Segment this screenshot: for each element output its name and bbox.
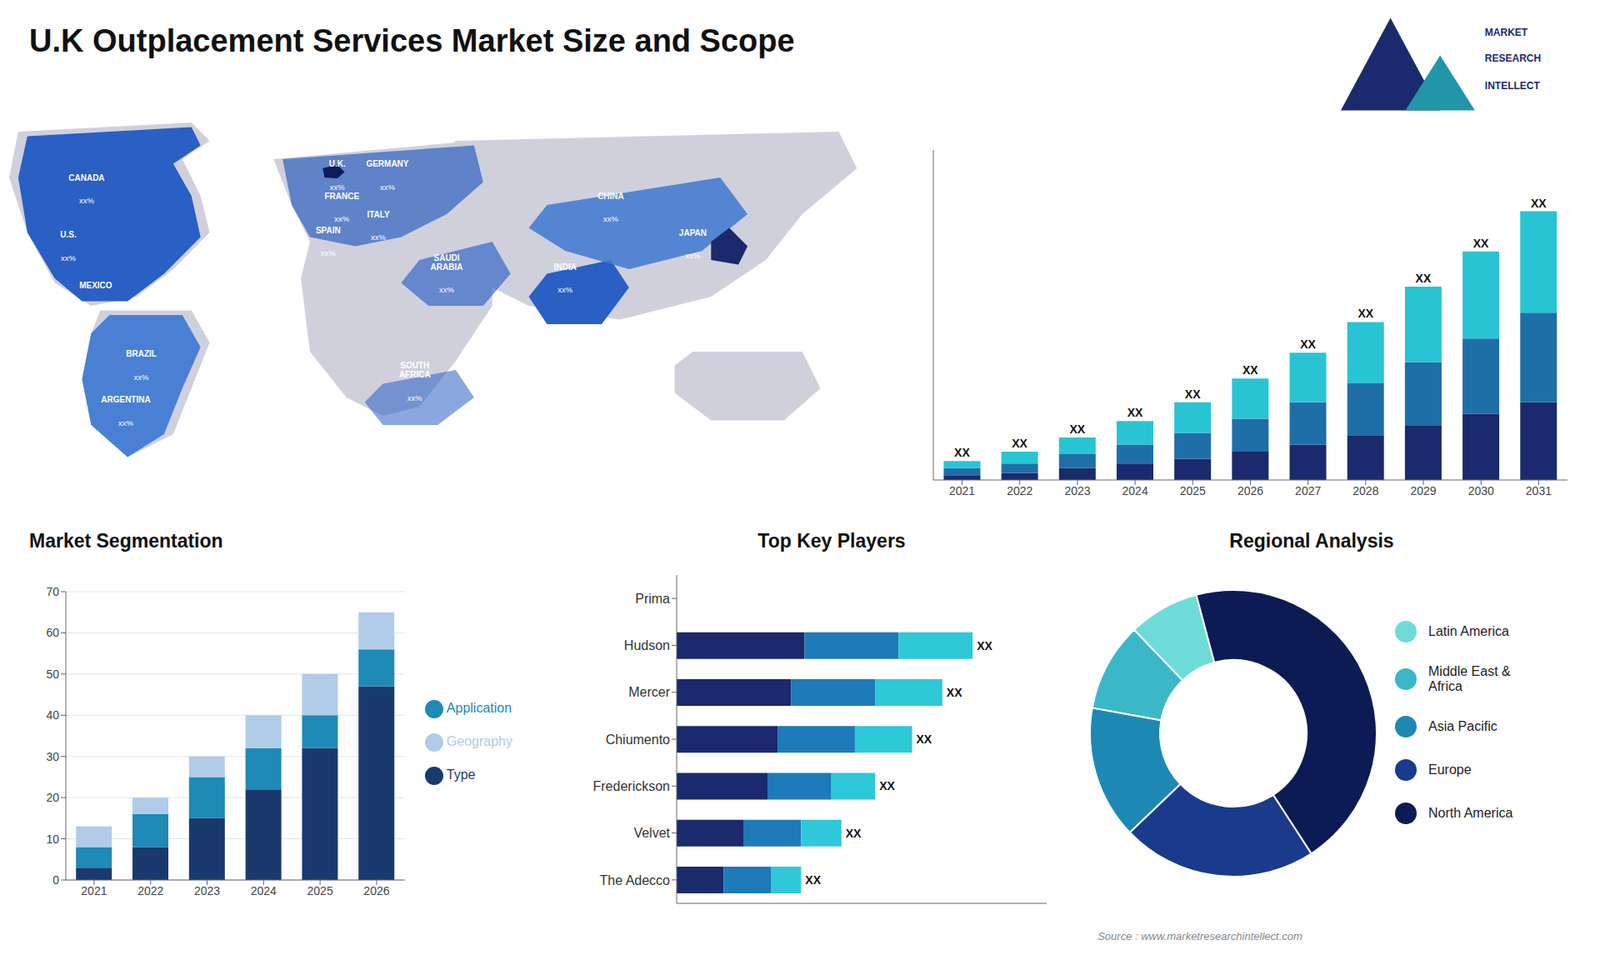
html-text:Asia Pacific: Asia Pacific xyxy=(1428,719,1498,734)
svg-text:ARABIA: ARABIA xyxy=(430,262,464,272)
svg-text:2021: 2021 xyxy=(80,884,107,898)
svg-text:0: 0 xyxy=(52,873,60,887)
svg-text:CHINA: CHINA xyxy=(597,191,625,201)
html-text:Latin America: Latin America xyxy=(1428,624,1510,639)
svg-text:XX: XX xyxy=(1127,405,1144,420)
svg-text:2021: 2021 xyxy=(949,484,975,498)
html-text:Geography: Geography xyxy=(446,734,513,749)
svg-text:2022: 2022 xyxy=(137,884,164,898)
html-text:Top Key Players: Top Key Players xyxy=(757,530,906,552)
svg-text:XX: XX xyxy=(1185,387,1201,401)
svg-text:INTELLECT: INTELLECT xyxy=(1485,80,1541,92)
svg-text:xx%: xx% xyxy=(134,372,150,382)
svg-text:XX: XX xyxy=(976,639,993,653)
svg-text:The Adecco: The Adecco xyxy=(600,873,671,888)
svg-text:xx%: xx% xyxy=(370,232,387,242)
svg-text:SOUTH: SOUTH xyxy=(400,360,430,370)
svg-text:2023: 2023 xyxy=(194,884,220,898)
svg-text:xx%: xx% xyxy=(439,285,455,295)
html-text:Market Segmentation: Market Segmentation xyxy=(29,530,223,552)
svg-text:xx%: xx% xyxy=(330,182,346,192)
html-text:U.K Outplacement Services Mark: U.K Outplacement Services Market Size an… xyxy=(29,23,795,59)
svg-text:BRAZIL: BRAZIL xyxy=(125,349,157,359)
html-text:Type: Type xyxy=(446,767,476,782)
svg-text:2022: 2022 xyxy=(1006,484,1033,498)
svg-text:XX: XX xyxy=(879,779,895,793)
svg-text:2030: 2030 xyxy=(1468,484,1495,498)
svg-text:ARGENTINA: ARGENTINA xyxy=(100,395,150,405)
svg-text:CANADA: CANADA xyxy=(68,173,105,183)
svg-text:Prima: Prima xyxy=(635,591,670,606)
svg-text:GERMANY: GERMANY xyxy=(365,159,409,169)
svg-text:2024: 2024 xyxy=(1122,484,1149,498)
svg-text:40: 40 xyxy=(45,708,60,722)
svg-text:2031: 2031 xyxy=(1525,484,1552,498)
html-text:Application: Application xyxy=(446,700,512,715)
svg-text:2023: 2023 xyxy=(1064,484,1090,498)
svg-text:U.S.: U.S. xyxy=(60,230,77,240)
html-text:Regional Analysis: Regional Analysis xyxy=(1229,530,1394,552)
svg-text:xx%: xx% xyxy=(407,393,424,403)
svg-text:xx%: xx% xyxy=(320,248,337,258)
svg-text:XX: XX xyxy=(1011,436,1028,450)
svg-text:2028: 2028 xyxy=(1352,484,1379,498)
svg-text:XX: XX xyxy=(1473,236,1490,250)
svg-text:XX: XX xyxy=(1357,306,1374,320)
svg-text:U.K.: U.K. xyxy=(329,159,346,169)
svg-text:60: 60 xyxy=(45,625,60,640)
html-text:Europe: Europe xyxy=(1428,762,1472,777)
svg-text:xx%: xx% xyxy=(118,418,135,428)
svg-text:2024: 2024 xyxy=(250,884,277,898)
svg-text:Frederickson: Frederickson xyxy=(593,779,670,794)
svg-text:Chiumento: Chiumento xyxy=(605,732,670,747)
svg-text:xx%: xx% xyxy=(334,214,350,224)
svg-text:70: 70 xyxy=(45,585,60,599)
svg-text:XX: XX xyxy=(1415,271,1432,285)
svg-text:xx%: xx% xyxy=(603,214,620,224)
svg-text:30: 30 xyxy=(45,750,60,764)
svg-text:xx%: xx% xyxy=(685,250,701,260)
svg-text:XX: XX xyxy=(1300,337,1316,351)
svg-text:XX: XX xyxy=(805,873,821,887)
svg-text:2025: 2025 xyxy=(307,884,334,898)
svg-text:2029: 2029 xyxy=(1410,484,1436,498)
svg-text:xx%: xx% xyxy=(88,303,105,313)
svg-text:xx%: xx% xyxy=(380,182,396,192)
svg-text:ITALY: ITALY xyxy=(366,210,390,220)
svg-text:xx%: xx% xyxy=(60,253,77,263)
svg-text:xx%: xx% xyxy=(79,195,95,205)
svg-text:XX: XX xyxy=(954,445,970,460)
svg-text:XX: XX xyxy=(1530,196,1547,210)
svg-text:XX: XX xyxy=(946,685,963,700)
html-text:Middle East & Africa: Middle East & Africa xyxy=(1428,664,1511,694)
svg-text:20: 20 xyxy=(45,790,60,805)
svg-text:MEXICO: MEXICO xyxy=(79,280,113,290)
svg-text:50: 50 xyxy=(45,667,60,681)
html-text:North America: North America xyxy=(1428,805,1513,820)
svg-text:Mercer: Mercer xyxy=(628,685,670,700)
svg-text:XX: XX xyxy=(1069,422,1085,436)
svg-text:FRANCE: FRANCE xyxy=(324,191,360,201)
svg-text:Velvet: Velvet xyxy=(633,825,670,840)
html-text:Source : www.marketresearchint: Source : www.marketresearchintellect.com xyxy=(1097,930,1303,943)
svg-text:XX: XX xyxy=(916,732,933,746)
svg-text:xx%: xx% xyxy=(557,285,574,295)
svg-text:2027: 2027 xyxy=(1295,484,1321,498)
svg-text:SAUDI: SAUDI xyxy=(433,253,460,263)
svg-text:2026: 2026 xyxy=(1237,484,1264,498)
svg-text:2026: 2026 xyxy=(363,884,390,898)
svg-text:MARKET: MARKET xyxy=(1485,26,1529,39)
svg-text:XX: XX xyxy=(845,826,862,840)
svg-text:2025: 2025 xyxy=(1180,484,1206,498)
svg-text:INDIA: INDIA xyxy=(554,262,577,272)
svg-text:XX: XX xyxy=(1242,363,1259,377)
svg-text:10: 10 xyxy=(45,832,60,846)
svg-text:SPAIN: SPAIN xyxy=(315,225,341,235)
svg-text:AFRICA: AFRICA xyxy=(399,370,431,380)
svg-text:Hudson: Hudson xyxy=(624,638,670,653)
svg-text:RESEARCH: RESEARCH xyxy=(1485,52,1541,65)
svg-text:JAPAN: JAPAN xyxy=(679,228,707,238)
